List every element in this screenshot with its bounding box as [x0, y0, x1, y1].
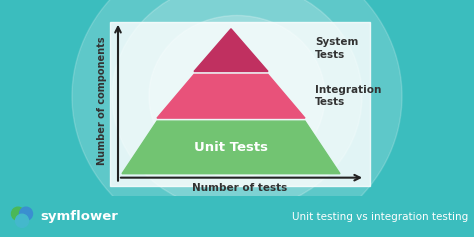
- Circle shape: [16, 214, 28, 227]
- Text: Number of tests: Number of tests: [192, 182, 288, 192]
- Ellipse shape: [149, 15, 325, 177]
- Text: Number of components: Number of components: [97, 37, 107, 165]
- Ellipse shape: [112, 0, 362, 211]
- Circle shape: [11, 207, 25, 220]
- Text: System
Tests: System Tests: [315, 37, 358, 60]
- Text: Integration
Tests: Integration Tests: [315, 85, 382, 107]
- Polygon shape: [110, 22, 370, 186]
- Polygon shape: [157, 74, 305, 118]
- Circle shape: [19, 207, 33, 220]
- Ellipse shape: [72, 0, 402, 237]
- Polygon shape: [194, 29, 268, 72]
- Polygon shape: [122, 121, 340, 174]
- Text: symflower: symflower: [40, 210, 118, 223]
- Text: Unit testing vs integration testing: Unit testing vs integration testing: [292, 212, 468, 222]
- Text: Unit Tests: Unit Tests: [194, 141, 268, 154]
